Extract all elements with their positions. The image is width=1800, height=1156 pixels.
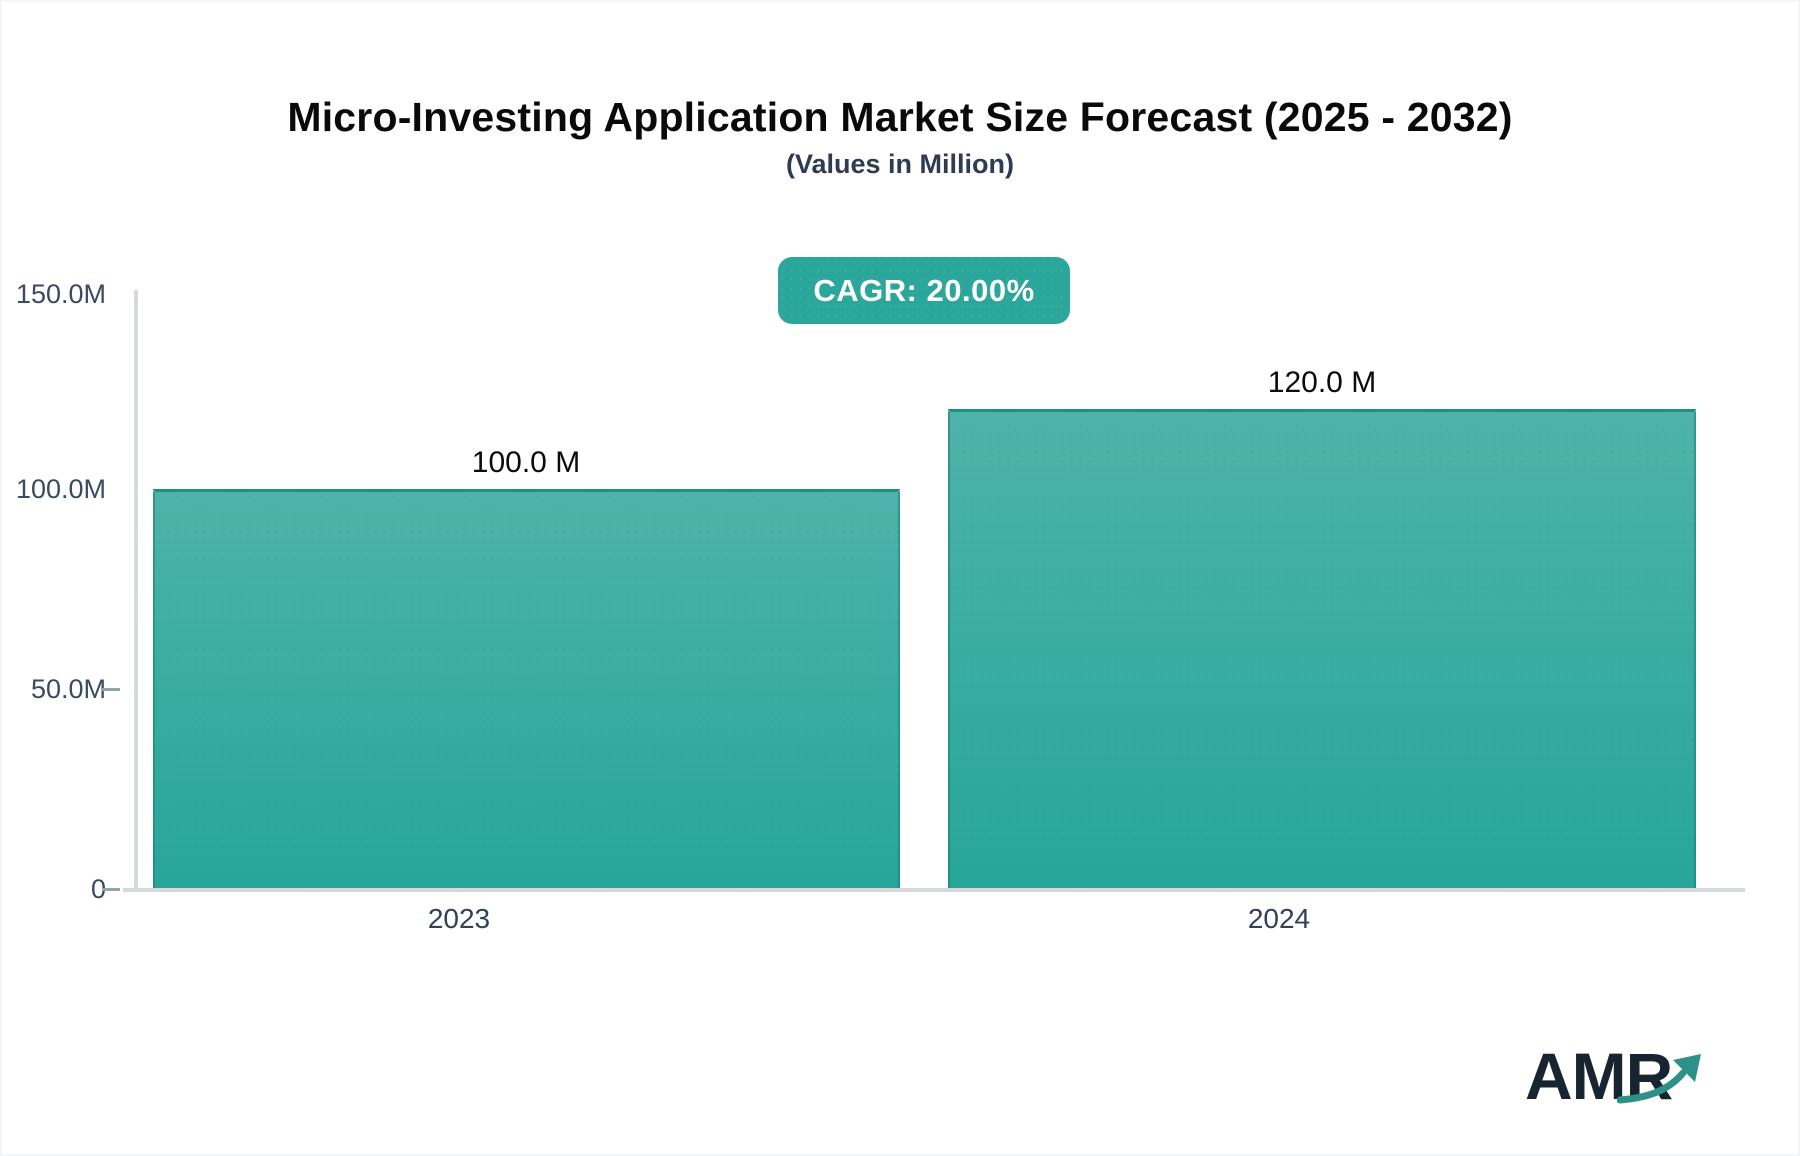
bar-value-label-2024: 120.0 M — [1267, 366, 1377, 399]
cagr-badge: CAGR: 20.00% — [778, 257, 1070, 324]
y-tick-mark-0 — [102, 888, 120, 891]
y-tick-label-100: 100.0M — [15, 474, 106, 504]
growth-arrow-icon — [1616, 1046, 1707, 1104]
y-axis-line — [134, 290, 138, 892]
chart-title: Micro-Investing Application Market Size … — [287, 94, 1513, 140]
chart-subtitle: (Values in Million) — [785, 149, 1015, 179]
bar-value-label-2023: 100.0 M — [471, 446, 581, 479]
amr-logo-text: AMR — [1525, 1039, 1673, 1113]
amr-logo: AMR — [1517, 1036, 1747, 1126]
bar-2023 — [153, 489, 900, 888]
y-tick-mark-50 — [102, 688, 120, 691]
y-tick-label-0: 0 — [90, 874, 106, 904]
x-axis-line — [123, 888, 1745, 892]
y-tick-label-150: 150.0M — [15, 279, 106, 309]
x-tick-label-2023: 2023 — [427, 903, 491, 934]
x-tick-label-2024: 2024 — [1247, 903, 1311, 934]
y-tick-label-50: 50.0M — [30, 674, 106, 704]
bar-2024 — [948, 409, 1696, 888]
